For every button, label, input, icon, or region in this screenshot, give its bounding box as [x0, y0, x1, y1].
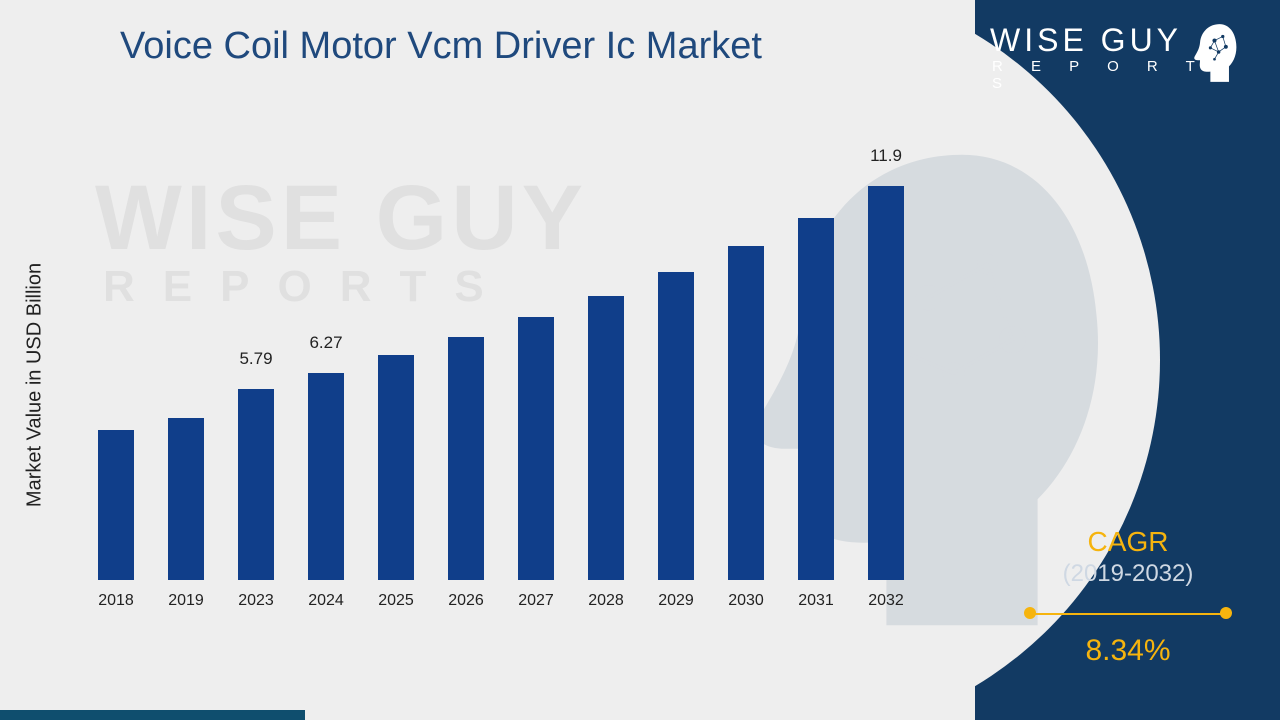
bars-container: 5.79 6.27 11.9: [87, 150, 915, 580]
cagr-divider: [1030, 602, 1226, 624]
bar-column: 6.27: [301, 150, 351, 580]
bar-chart: Market Value in USD Billion 5.796.2711.9…: [45, 150, 915, 620]
x-tick-label: 2030: [721, 592, 771, 610]
bar-column: [91, 150, 141, 580]
bar: [448, 337, 484, 580]
bar-value-label: 11.9: [870, 146, 902, 166]
x-tick-label: 2026: [441, 592, 491, 610]
x-tick-label: 2019: [161, 592, 211, 610]
x-tick-label: 2031: [791, 592, 841, 610]
x-tick-label: 2025: [371, 592, 421, 610]
bar-column: [791, 150, 841, 580]
x-tick-label: 2024: [301, 592, 351, 610]
bar-column: [161, 150, 211, 580]
bar: [168, 418, 204, 580]
bar-column: 5.79: [231, 150, 281, 580]
bar: [868, 186, 904, 580]
cagr-dot-right: [1220, 607, 1232, 619]
x-tick-label: 2027: [511, 592, 561, 610]
bar: [658, 272, 694, 580]
bar: [798, 218, 834, 580]
cagr-range: (2019-2032): [1018, 560, 1238, 588]
cagr-line: [1030, 613, 1226, 615]
cagr-value: 8.34%: [1018, 634, 1238, 668]
bar-value-label: 6.27: [309, 333, 342, 353]
x-tick-label: 2023: [231, 592, 281, 610]
brand-logo: WISE GUY R E P O R T S: [990, 24, 1240, 92]
bar: [378, 355, 414, 580]
cagr-box: CAGR (2019-2032) 8.34%: [1018, 526, 1238, 668]
bar-column: [721, 150, 771, 580]
cagr-dot-left: [1024, 607, 1036, 619]
report-graphic: WISE GUYREPORTS Voice Coil Motor Vcm Dri…: [0, 0, 1280, 720]
y-axis-label: Market Value in USD Billion: [24, 263, 47, 507]
x-axis-labels: 2018 2019 2023 2024 2025 2026 2027 2028 2029 2030…: [87, 592, 915, 610]
bar-column: 11.9: [861, 150, 911, 580]
bar: [588, 296, 624, 580]
bar-column: [371, 150, 421, 580]
bar: [308, 373, 344, 580]
bar-column: [651, 150, 701, 580]
bar: [98, 430, 134, 581]
bar-column: [581, 150, 631, 580]
chart-title: Voice Coil Motor Vcm Driver Ic Market: [120, 25, 762, 69]
bottom-accent-bar: [0, 710, 305, 720]
bar: [238, 389, 274, 581]
plot-area: 5.79 6.27 11.9: [87, 150, 915, 580]
brand-head-icon: [1187, 22, 1242, 84]
bar-column: [441, 150, 491, 580]
bar: [518, 317, 554, 580]
x-tick-label: 2029: [651, 592, 701, 610]
bar-value-label: 5.79: [239, 349, 272, 369]
bar: [728, 246, 764, 580]
x-tick-label: 2018: [91, 592, 141, 610]
cagr-label: CAGR: [1018, 526, 1238, 558]
bar-column: [511, 150, 561, 580]
x-tick-label: 2032: [861, 592, 911, 610]
x-tick-label: 2028: [581, 592, 631, 610]
